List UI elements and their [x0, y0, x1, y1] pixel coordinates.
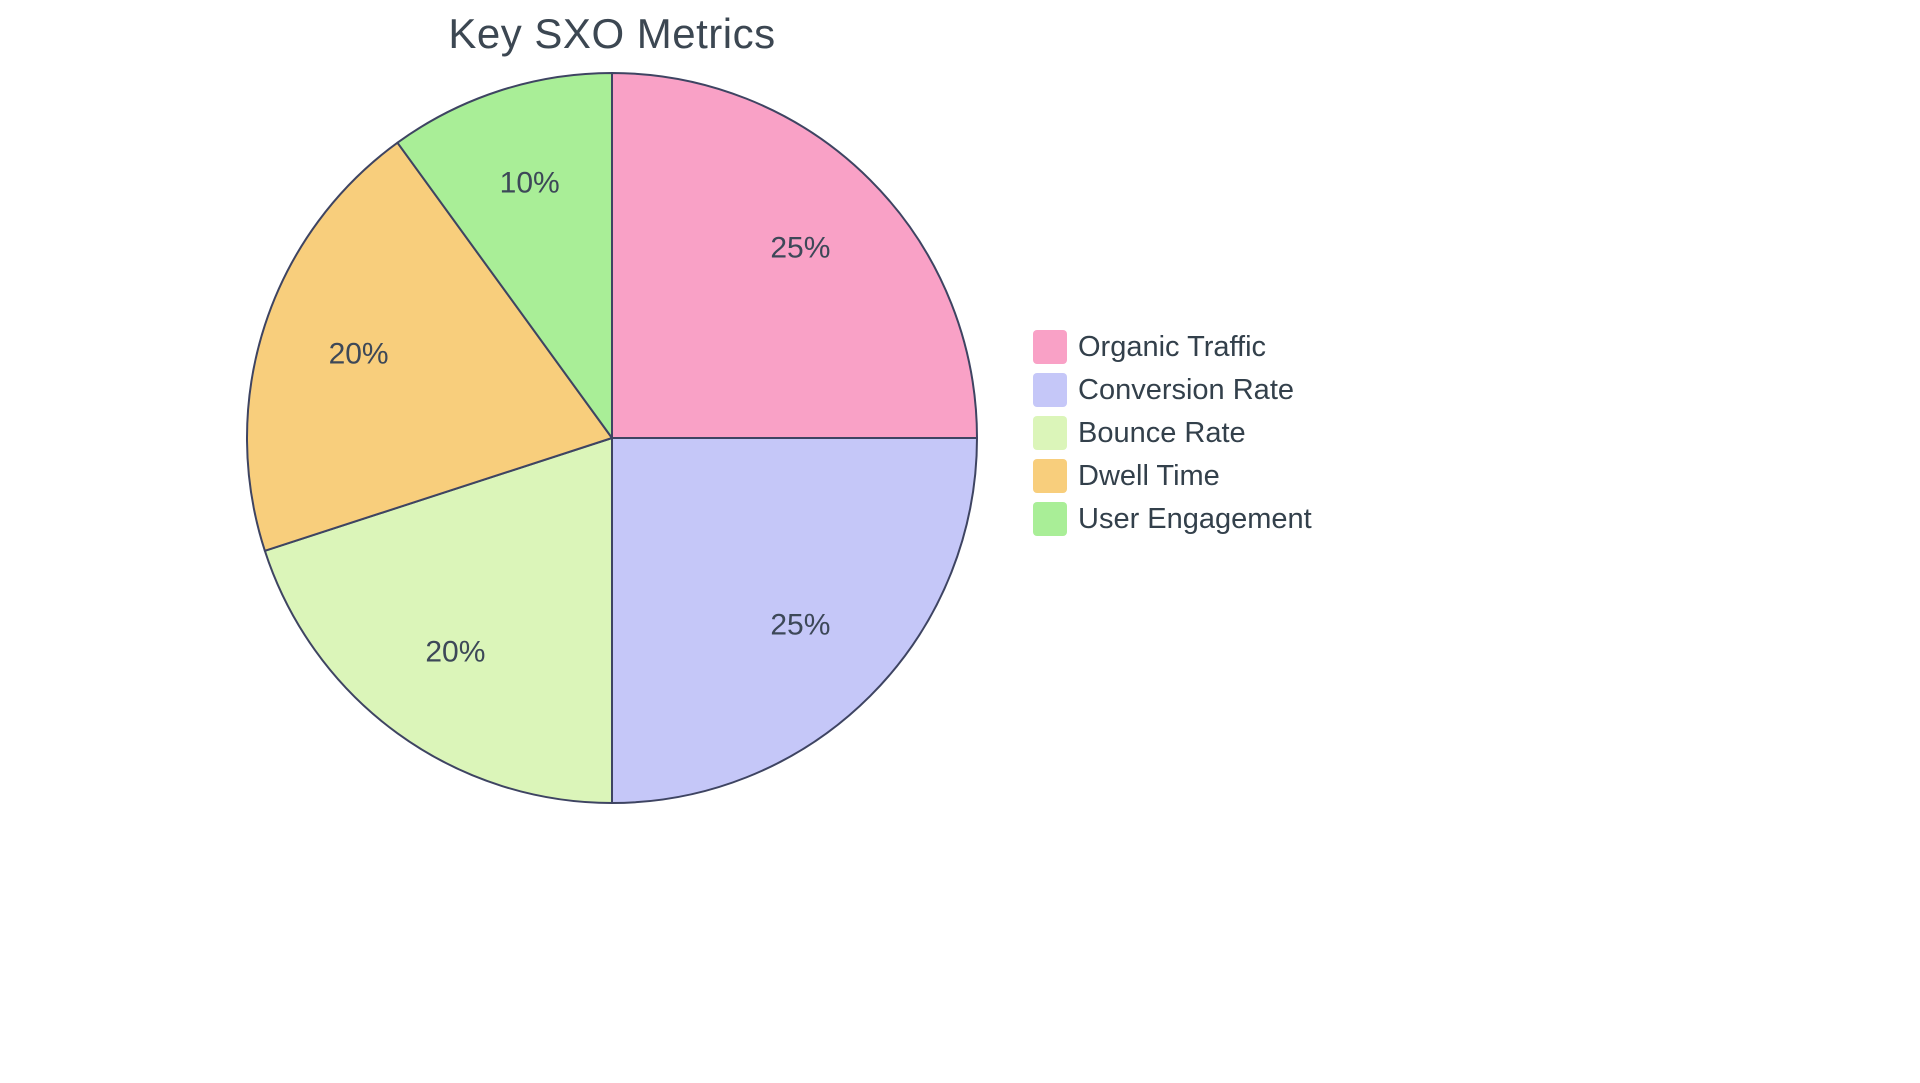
legend-label: Dwell Time	[1078, 459, 1220, 492]
pie-slices	[246, 72, 978, 804]
legend-item-user-engagement: User Engagement	[1033, 502, 1312, 536]
legend: Organic Traffic Conversion Rate Bounce R…	[1033, 330, 1312, 536]
pie-slice-organic-traffic	[611, 72, 978, 439]
pie-slice-percent-label: 10%	[500, 167, 560, 200]
legend-label: Organic Traffic	[1078, 330, 1267, 363]
legend-swatch-icon	[1033, 330, 1067, 364]
pie-slice-labels: 25% 25% 20% 20% 10%	[329, 167, 831, 669]
legend-item-conversion-rate: Conversion Rate	[1033, 373, 1312, 407]
legend-item-dwell-time: Dwell Time	[1033, 459, 1312, 493]
pie-slice-percent-label: 25%	[770, 232, 830, 265]
legend-swatch-icon	[1033, 373, 1067, 407]
pie-slice-dwell-time	[246, 141, 613, 552]
pie-slice-percent-label: 25%	[770, 608, 830, 641]
legend-label: User Engagement	[1078, 502, 1312, 535]
chart-title: Key SXO Metrics	[448, 10, 776, 57]
legend-label: Bounce Rate	[1078, 416, 1246, 449]
legend-swatch-icon	[1033, 416, 1067, 450]
legend-swatch-icon	[1033, 502, 1067, 536]
pie-slice-percent-label: 20%	[329, 338, 389, 371]
legend-label: Conversion Rate	[1078, 373, 1294, 406]
legend-swatch-icon	[1033, 459, 1067, 493]
pie-slice-bounce-rate	[263, 437, 613, 804]
pie-slice-conversion-rate	[611, 437, 978, 804]
pie-slice-user-engagement	[396, 72, 613, 439]
legend-item-bounce-rate: Bounce Rate	[1033, 416, 1312, 450]
pie-slice-percent-label: 20%	[425, 636, 485, 669]
legend-item-organic-traffic: Organic Traffic	[1033, 330, 1312, 364]
